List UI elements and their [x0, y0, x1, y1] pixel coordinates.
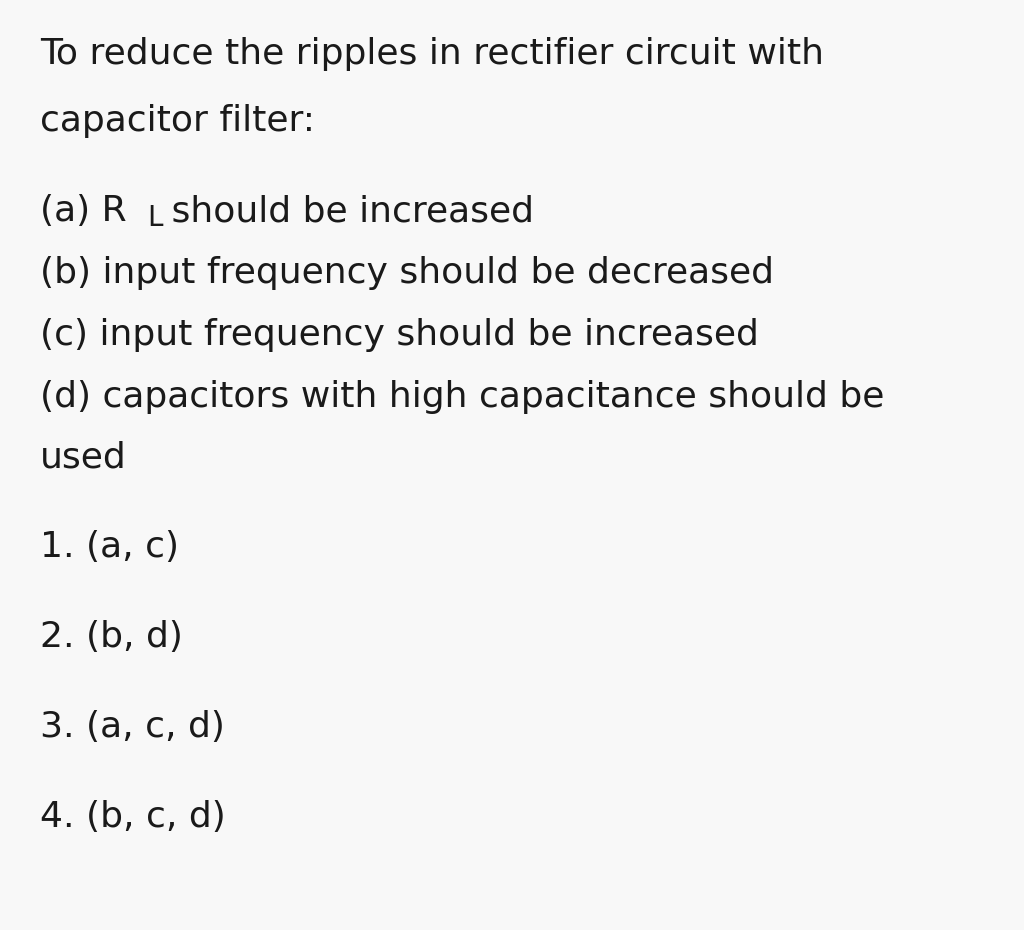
Text: used: used — [40, 440, 127, 474]
Text: To reduce the ripples in rectifier circuit with: To reduce the ripples in rectifier circu… — [40, 37, 824, 71]
Text: (d) capacitors with high capacitance should be: (d) capacitors with high capacitance sho… — [40, 380, 885, 414]
Text: 4. (b, c, d): 4. (b, c, d) — [40, 800, 225, 834]
Text: (c) input frequency should be increased: (c) input frequency should be increased — [40, 318, 759, 352]
Text: 1. (a, c): 1. (a, c) — [40, 530, 179, 564]
Text: L: L — [147, 204, 163, 232]
Text: capacitor filter:: capacitor filter: — [40, 104, 315, 138]
Text: should be increased: should be increased — [160, 194, 534, 228]
Text: 3. (a, c, d): 3. (a, c, d) — [40, 710, 225, 744]
Text: (b) input frequency should be decreased: (b) input frequency should be decreased — [40, 256, 774, 290]
Text: (a) R: (a) R — [40, 194, 127, 228]
Text: 2. (b, d): 2. (b, d) — [40, 620, 183, 654]
